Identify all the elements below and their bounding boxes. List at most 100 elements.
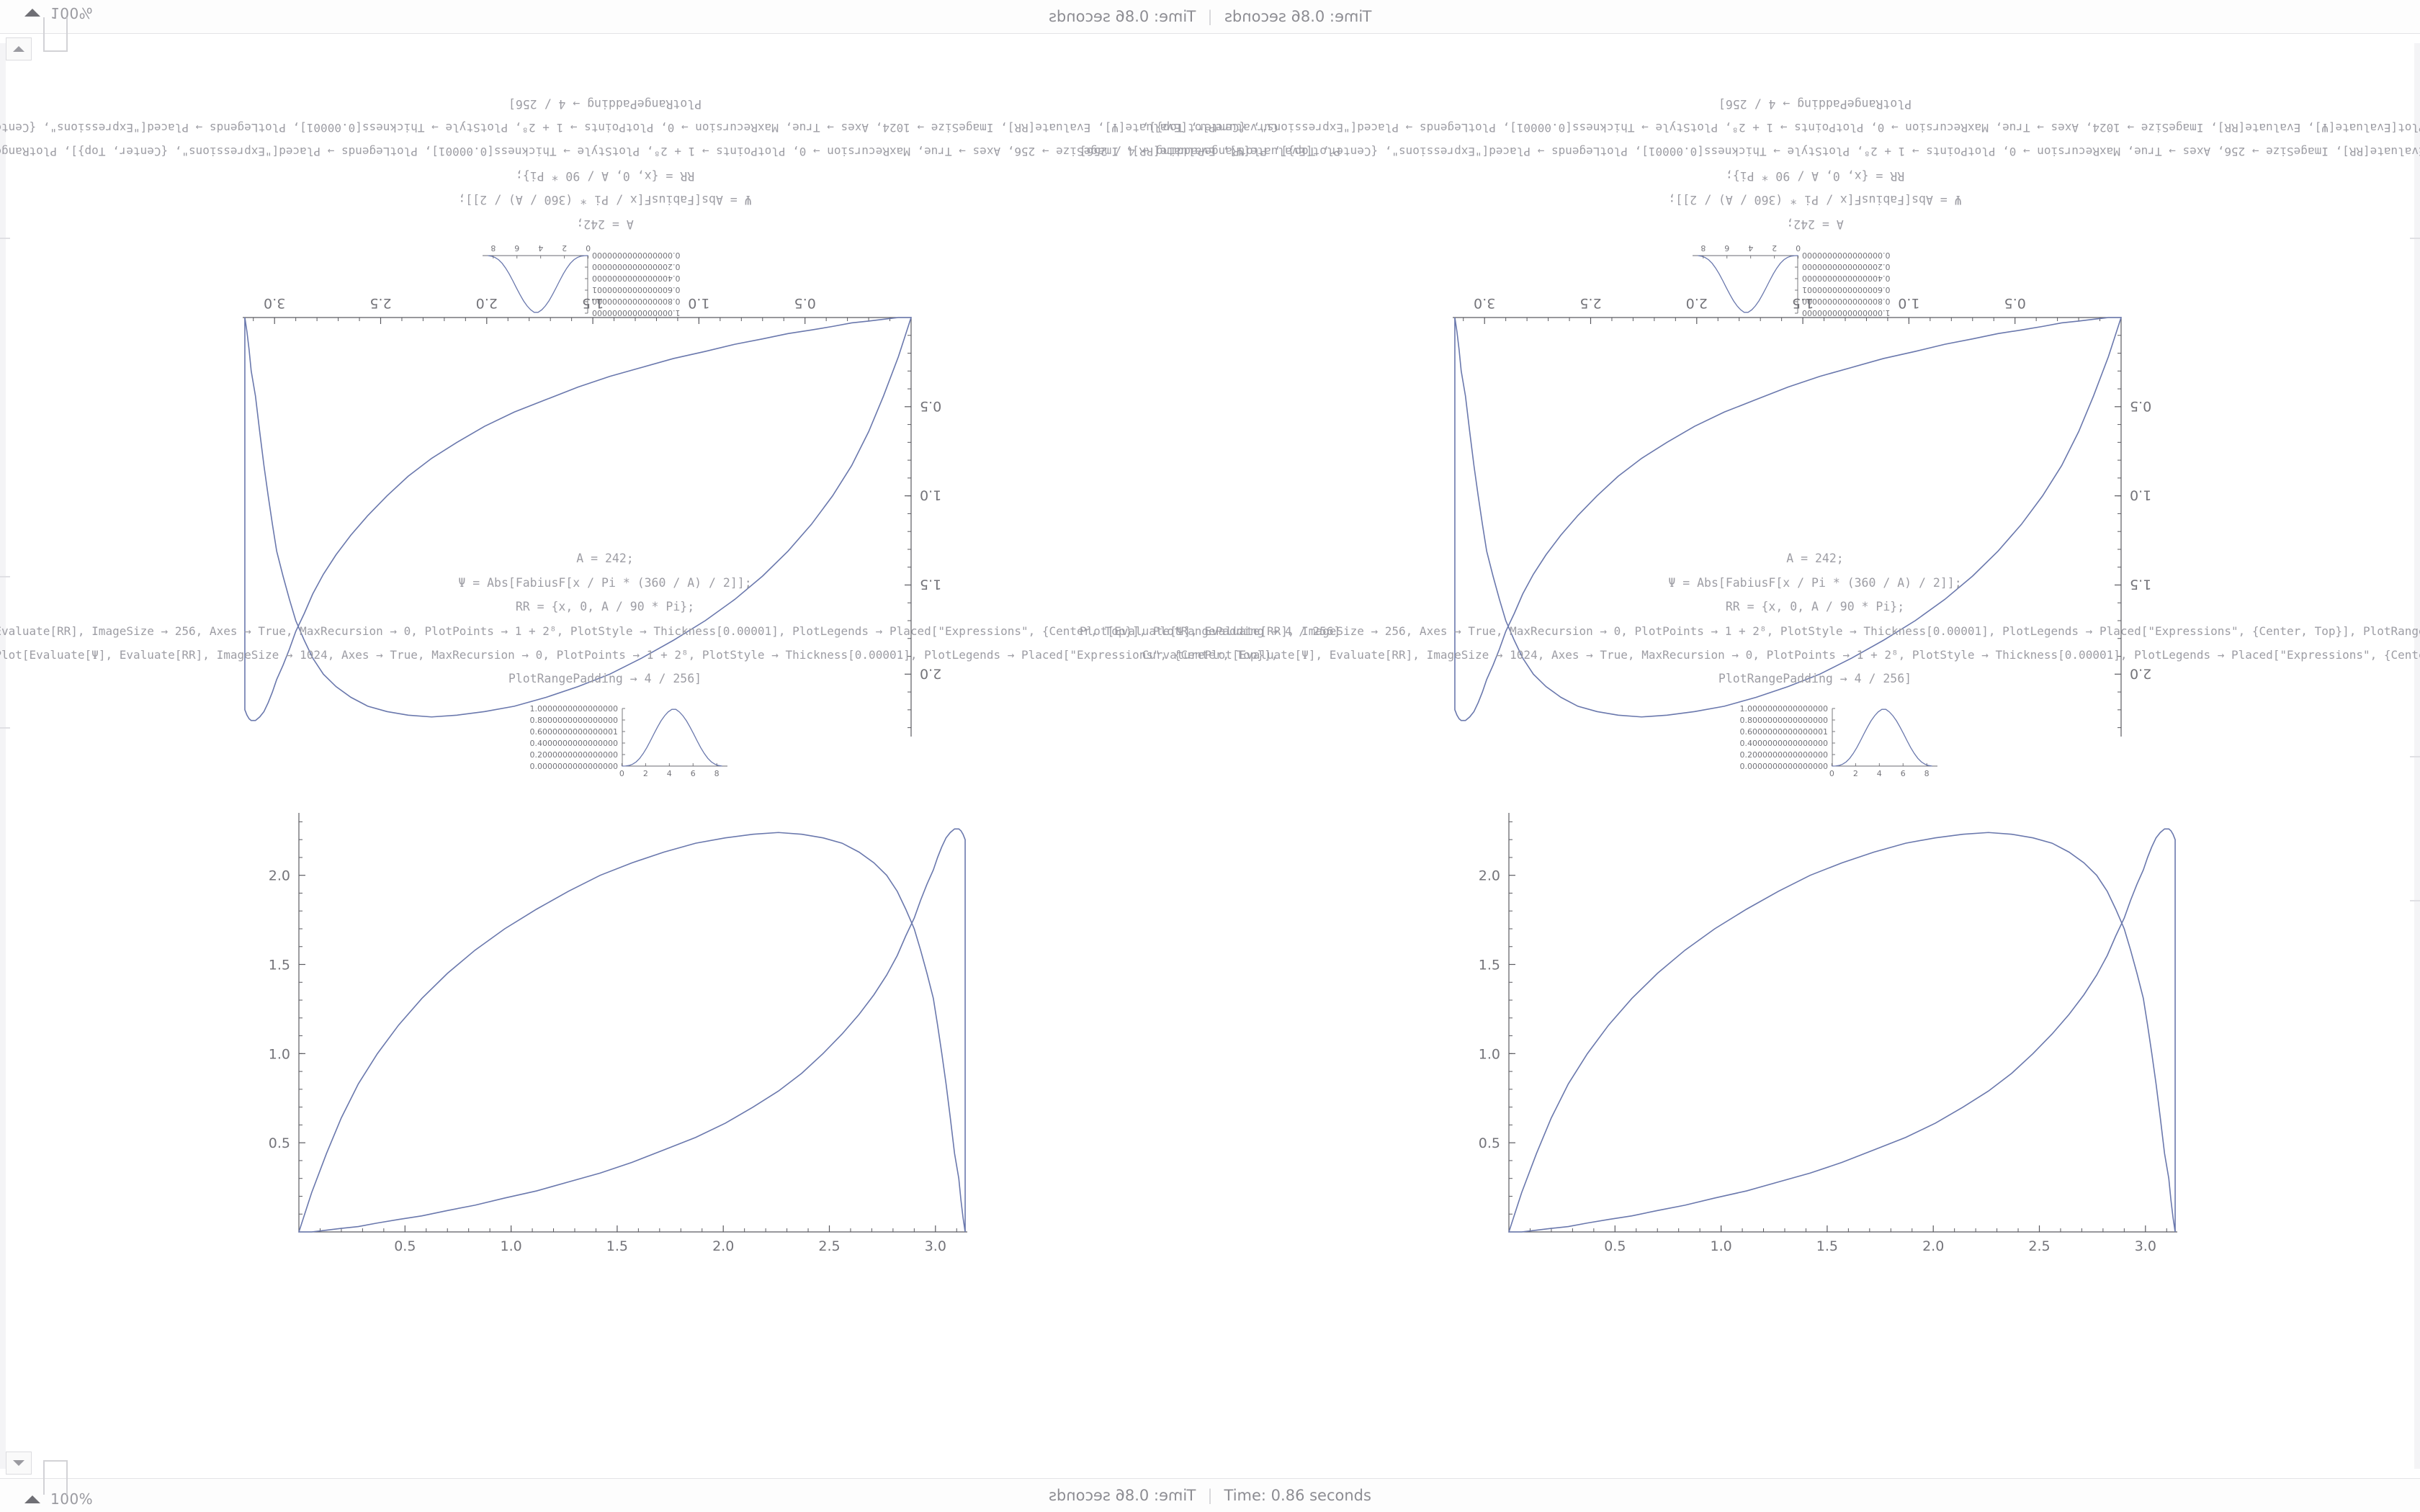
rail-mark <box>0 576 10 577</box>
rail-mark <box>2410 756 2420 757</box>
pane-top-left: 0.5 1.0 1.5 2.0 2.5 3.0 0.5 1.0 1.5 2.0 0 2 4 6 8 1.00… <box>1080 17 2420 757</box>
svg-text:1.5: 1.5 <box>606 1238 628 1254</box>
svg-text:1.0000000000000000: 1.0000000000000000 <box>1740 704 1828 714</box>
svg-text:3.0: 3.0 <box>264 295 285 311</box>
svg-text:0.6000000000000001: 0.6000000000000001 <box>530 727 618 737</box>
svg-text:0.2000000000000000: 0.2000000000000000 <box>1802 262 1890 271</box>
svg-text:0.8000000000000000: 0.8000000000000000 <box>592 297 680 306</box>
code-line[interactable]: CurvaturePlot[Evaluate[Ψ], Evaluate[RR],… <box>1142 121 2420 135</box>
svg-text:0.5: 0.5 <box>1479 1135 1500 1151</box>
triangle-down-icon <box>13 1460 24 1466</box>
code-line[interactable]: Ψ = Abs[FabiusF[x / Pi * (360 / A) / 2]]… <box>458 193 752 207</box>
svg-text:2.0: 2.0 <box>476 295 498 311</box>
code-line[interactable]: Ψ = Abs[FabiusF[x / Pi * (360 / A) / 2]]… <box>458 575 752 590</box>
svg-text:1.0000000000000000: 1.0000000000000000 <box>530 704 618 714</box>
code-line[interactable]: A = 242; <box>576 552 634 565</box>
main-curvature-plot-tr: 0.5 1.0 1.5 2.0 2.5 3.0 0.5 1.0 1.5 2.0 <box>234 274 954 750</box>
legend-inset-bl: 0 2 4 6 8 1.0000000000000000 0.800000000000000… <box>475 703 735 778</box>
code-line[interactable]: Plot[Evaluate[Ψ], Evaluate[RR], ImageSiz… <box>0 145 1341 159</box>
svg-text:0.5: 0.5 <box>2130 398 2151 414</box>
top-status-bar: Time: 0.86 seconds | Time: 0.86 seconds <box>0 0 2420 34</box>
code-line[interactable]: RR = {x, 0, A / 90 * Pi}; <box>515 168 695 183</box>
code-line[interactable]: Plot[Evaluate[Ψ], Evaluate[RR], ImageSiz… <box>0 624 1341 638</box>
code-line[interactable]: CurvaturePlot[Evaluate[Ψ], Evaluate[RR],… <box>1142 647 2420 662</box>
svg-text:0.2000000000000000: 0.2000000000000000 <box>530 750 618 760</box>
code-line[interactable]: PlotRangePadding → 4 / 256] <box>508 97 702 112</box>
svg-text:1.5: 1.5 <box>1792 295 1814 311</box>
svg-text:4: 4 <box>538 243 543 253</box>
scroll-down-button[interactable] <box>6 1452 32 1475</box>
code-line[interactable]: Ψ = Abs[FabiusF[x / Pi * (360 / A) / 2]]… <box>1668 193 1962 207</box>
code-line[interactable]: A = 242; <box>1786 217 1844 231</box>
svg-text:1.5: 1.5 <box>1816 1238 1838 1254</box>
svg-text:1.0: 1.0 <box>500 1238 521 1254</box>
svg-text:0.0000000000000000: 0.0000000000000000 <box>1802 251 1890 260</box>
code-line[interactable]: Plot[Evaluate[Ψ], Evaluate[RR], ImageSiz… <box>1079 624 2420 638</box>
status-divider-bottom: | <box>1207 1487 1213 1504</box>
svg-text:1.5: 1.5 <box>582 295 604 311</box>
code-line[interactable]: RR = {x, 0, A / 90 * Pi}; <box>515 600 695 614</box>
bottom-half: A = 242; Ψ = Abs[FabiusF[x / Pi * (360 /… <box>0 552 2420 1496</box>
legend-wrap-br: 0 2 4 6 8 1.0000000000000000 0.800000000000000… <box>1210 703 2420 778</box>
code-line[interactable]: Ψ = Abs[FabiusF[x / Pi * (360 / A) / 2]]… <box>1668 575 1962 590</box>
svg-text:1.0: 1.0 <box>1898 295 1919 311</box>
svg-text:3.0: 3.0 <box>2135 1238 2156 1254</box>
code-line[interactable]: A = 242; <box>576 217 634 231</box>
code-line[interactable]: RR = {x, 0, A / 90 * Pi}; <box>1725 168 1905 183</box>
legend-wrap-tl: 0 2 4 6 8 1.0000000000000000 0.800000000000000… <box>1210 243 2420 319</box>
svg-text:0.5: 0.5 <box>269 1135 290 1151</box>
pane-bottom-right: A = 242; Ψ = Abs[FabiusF[x / Pi * (360 /… <box>1080 552 2420 1496</box>
svg-text:0.8000000000000000: 0.8000000000000000 <box>530 716 618 725</box>
code-line[interactable]: PlotRangePadding → 4 / 256] <box>508 671 702 685</box>
code-line[interactable]: CurvaturePlot[Evaluate[Ψ], Evaluate[RR],… <box>0 121 1278 135</box>
scroll-up-button[interactable] <box>6 37 32 60</box>
zoom-control-bottom[interactable]: 100% <box>24 1490 93 1508</box>
svg-text:2.0: 2.0 <box>1922 1238 1944 1254</box>
svg-text:0.4000000000000000: 0.4000000000000000 <box>1740 739 1828 748</box>
bottom-status-bar: Time: 0.86 seconds | Time: 0.86 seconds <box>0 1478 2420 1512</box>
svg-text:2.0: 2.0 <box>712 1238 734 1254</box>
code-line[interactable]: PlotRangePadding → 4 / 256] <box>1718 97 1912 112</box>
code-line[interactable]: RR = {x, 0, A / 90 * Pi}; <box>1725 600 1905 614</box>
legend-svg: 0 2 4 6 8 1.0000000000000000 0.800000000000000… <box>483 243 680 318</box>
svg-text:0.0000000000000000: 0.0000000000000000 <box>530 762 618 771</box>
code-block-br: A = 242; Ψ = Abs[FabiusF[x / Pi * (360 /… <box>1080 552 2420 687</box>
triangle-up-icon <box>13 46 24 52</box>
svg-text:1.0: 1.0 <box>269 1046 290 1062</box>
main-plot-svg: 0.5 1.0 1.5 2.0 2.5 3.0 0.5 1.0 1.5 2.0 <box>243 295 941 737</box>
svg-text:0.6000000000000001: 0.6000000000000001 <box>592 285 680 294</box>
main-curvature-plot-tl: 0.5 1.0 1.5 2.0 2.5 3.0 0.5 1.0 1.5 2.0 <box>1444 274 2164 750</box>
svg-text:2.0: 2.0 <box>920 665 941 681</box>
svg-text:0.8000000000000000: 0.8000000000000000 <box>1802 297 1890 306</box>
top-half-mirrored: 0.5 1.0 1.5 2.0 2.5 3.0 0.5 1.0 1.5 2.0 0 2 4 6 8 1.00… <box>0 17 2420 757</box>
chevron-up-icon[interactable] <box>24 1495 40 1503</box>
svg-text:2.5: 2.5 <box>1579 295 1601 311</box>
svg-text:2: 2 <box>1853 769 1858 778</box>
legend-inset-tr: 0 2 4 6 8 1.0000000000000000 0.800000000000000… <box>475 243 735 319</box>
svg-text:0: 0 <box>1829 769 1834 778</box>
code-line[interactable]: CurvaturePlot[Evaluate[Ψ], Evaluate[RR],… <box>0 647 1278 662</box>
svg-text:2: 2 <box>562 243 567 253</box>
chevron-down-icon[interactable] <box>24 9 40 17</box>
status-divider: | <box>1207 8 1213 25</box>
svg-text:0.5: 0.5 <box>2004 295 2026 311</box>
main-plot-wrap-bl: 0.5 1.0 1.5 2.0 2.5 3.0 0.5 1.0 1.5 2.0 <box>0 793 1210 1297</box>
svg-text:8: 8 <box>1924 769 1930 778</box>
main-plot-svg: 0.5 1.0 1.5 2.0 2.5 3.0 0.5 1.0 1.5 2.0 <box>1453 295 2151 737</box>
svg-text:0.5: 0.5 <box>794 295 816 311</box>
svg-text:8: 8 <box>490 243 496 253</box>
code-line[interactable]: A = 242; <box>1786 552 1844 565</box>
code-block-bl: A = 242; Ψ = Abs[FabiusF[x / Pi * (360 /… <box>0 552 1340 687</box>
main-plot-wrap-br: 0.5 1.0 1.5 2.0 2.5 3.0 0.5 1.0 1.5 2.0 <box>1210 793 2420 1297</box>
svg-text:1.0: 1.0 <box>2130 487 2151 503</box>
svg-text:8: 8 <box>714 769 720 778</box>
svg-text:4: 4 <box>1748 243 1753 253</box>
svg-text:3.0: 3.0 <box>925 1238 946 1254</box>
svg-text:6: 6 <box>691 769 696 778</box>
svg-text:0.0000000000000000: 0.0000000000000000 <box>1740 762 1828 771</box>
rail-mark <box>2410 900 2420 901</box>
left-scroll-rail[interactable] <box>0 43 6 1469</box>
cell-bracket-bottom[interactable] <box>43 1460 68 1495</box>
rail-mark <box>0 727 10 729</box>
code-line[interactable]: PlotRangePadding → 4 / 256] <box>1718 671 1912 685</box>
